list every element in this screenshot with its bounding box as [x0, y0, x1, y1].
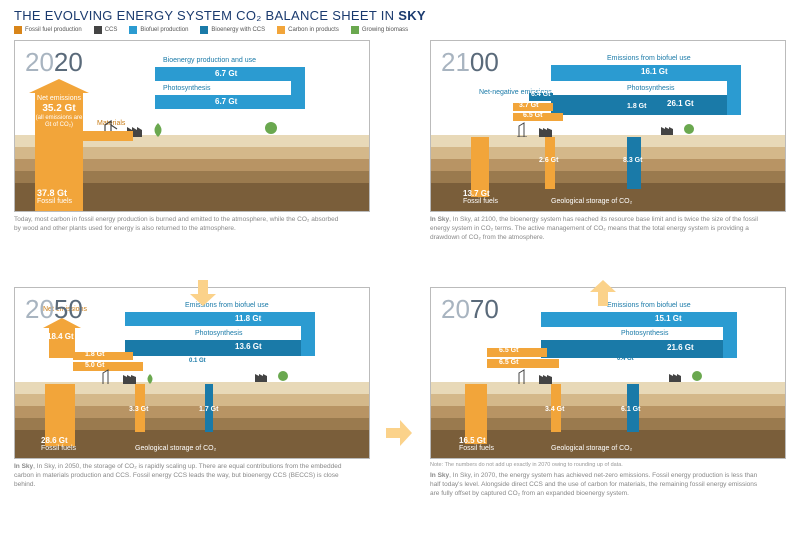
note-2070: Note: The numbers do not add up exactly …: [430, 462, 786, 468]
arrow-2070-2100: [590, 280, 616, 306]
pump-icon: [517, 121, 531, 137]
factory-icon: [661, 121, 675, 135]
factory-icon: [669, 368, 683, 382]
biomass-icon: [691, 370, 703, 382]
caption-2070: In Sky, In Sky, in 2070, the energy syst…: [430, 472, 760, 498]
factory-icon: [255, 368, 269, 382]
legend-biofuel: Biofuel production: [129, 26, 188, 34]
year-2020: 2020: [25, 47, 83, 78]
materials-flow: [83, 131, 133, 141]
biomass-icon: [277, 370, 289, 382]
legend-beccs: Bioenergy with CCS: [200, 26, 265, 34]
factory-icon: [539, 368, 553, 384]
year-2100: 2100: [441, 47, 499, 78]
factory-icon: [539, 121, 553, 137]
legend: Fossil fuel production CCS Biofuel produ…: [14, 26, 786, 34]
biomass-icon: [683, 123, 695, 135]
fossil-label: 37.8 Gt Fossil fuels: [37, 188, 72, 205]
pump-icon: [101, 368, 115, 384]
legend-ccs: CCS: [94, 26, 118, 34]
factory-icon: [123, 368, 137, 384]
arrow-2050-2070: [386, 420, 412, 446]
net-emissions-label: Net emissions 35.2 Gt (all emissions are…: [35, 95, 83, 129]
year-2070: 2070: [441, 294, 499, 325]
leaf-icon: [151, 123, 165, 137]
pump-icon: [517, 368, 531, 384]
page-title: THE EVOLVING ENERGY SYSTEM CO₂ BALANCE S…: [14, 8, 786, 23]
panel-2070: 2070 Emissions from biofuel use 15.1 Gt …: [430, 287, 786, 528]
caption-2100: In Sky, In Sky, at 2100, the bioenergy s…: [430, 216, 760, 242]
panel-2020: 2020 Net emissions 35.2 Gt (all emission…: [14, 40, 370, 281]
biomass-icon: [263, 121, 279, 135]
leaf-icon: [145, 374, 155, 384]
caption-2020: Today, most carbon in fossil energy prod…: [14, 216, 344, 234]
photo-label: Photosynthesis: [163, 85, 210, 92]
arrow-2020-2050: [190, 280, 216, 306]
caption-2050: In Sky, In Sky, in 2050, the storage of …: [14, 463, 344, 489]
bioenergy-label: Bioenergy production and use: [163, 57, 256, 64]
panel-2100: 2100 Emissions from biofuel use 16.1 Gt …: [430, 40, 786, 281]
legend-biomass: Growing biomass: [351, 26, 408, 34]
panel-2050: 2050 Net emissions 18.4 Gt 28.6 GtFossil…: [14, 287, 370, 528]
legend-fossil: Fossil fuel production: [14, 26, 82, 34]
year-2050: 2050: [25, 294, 83, 325]
legend-products: Carbon in products: [277, 26, 339, 34]
